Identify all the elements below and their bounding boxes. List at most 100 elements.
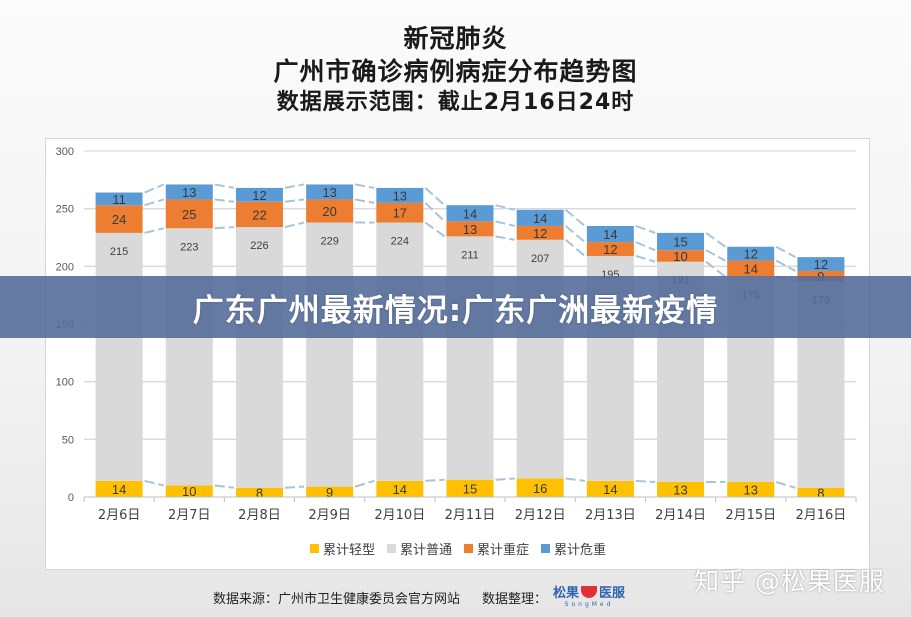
series-connector	[284, 485, 305, 489]
bar-segment	[516, 209, 564, 226]
legend-swatch-critical	[541, 544, 551, 553]
legend-item-common: 累计普通	[387, 539, 452, 558]
data-label: 8	[256, 485, 263, 500]
series-connector	[214, 484, 235, 489]
legend-swatch-mild	[310, 544, 319, 553]
bar-segment	[446, 205, 494, 222]
series-connector	[144, 479, 165, 487]
series-connector	[775, 481, 796, 489]
series-connector	[284, 198, 305, 203]
bar-segment	[235, 187, 283, 202]
series-connector	[214, 226, 235, 230]
series-connector	[495, 204, 515, 211]
logo-subtext: SongMed	[564, 601, 614, 608]
y-tick-label: 0	[68, 492, 74, 504]
data-label: 14	[603, 482, 617, 497]
headline-text: 广东广州最新情况:广东广洲最新疫情	[192, 292, 719, 329]
songmed-logo: 松果 医服 SongMed	[553, 582, 625, 608]
legend-label-mild: 累计轻型	[323, 543, 376, 558]
y-tick-label: 100	[56, 377, 74, 389]
bar-segment	[235, 227, 283, 488]
series-connector	[284, 183, 305, 189]
y-tick-label: 200	[56, 261, 74, 273]
title-line-2: 广州市确诊病例病症分布趋势图	[273, 57, 638, 86]
bar-segment	[235, 487, 283, 497]
data-label: 223	[180, 241, 198, 253]
series-connector	[635, 254, 656, 263]
data-label: 15	[673, 235, 687, 250]
series-connector	[565, 477, 585, 482]
data-label: 12	[533, 226, 547, 241]
y-tick-label: 300	[56, 146, 74, 158]
organizer-label: 数据整理：	[482, 591, 548, 607]
series-connector	[635, 225, 656, 234]
series-connector	[425, 478, 445, 482]
data-label: 20	[322, 204, 336, 219]
bar-segment	[446, 236, 494, 480]
data-label: 226	[250, 240, 268, 252]
data-label: 15	[463, 481, 477, 496]
x-tick-label: 2月16日	[795, 508, 846, 523]
bar-segment	[797, 257, 845, 271]
connector-layer	[144, 183, 796, 489]
bar-segment	[235, 201, 283, 228]
bar-segment	[165, 184, 213, 200]
chart-title-block: 新冠肺炎 广州市确诊病例病症分布趋势图 数据展示范围：截止2月16日24时	[0, 22, 911, 118]
x-tick-label: 2月8日	[238, 508, 281, 523]
series-connector	[284, 221, 305, 229]
series-connector	[635, 479, 656, 484]
bar-segment	[657, 482, 705, 497]
data-label: 12	[252, 188, 266, 203]
y-tick-label: 250	[56, 204, 74, 216]
data-label: 215	[110, 246, 128, 258]
bar-segment	[586, 225, 634, 243]
bar-segment	[306, 184, 354, 200]
bar-segment	[586, 480, 634, 497]
x-tick-label: 2月7日	[168, 508, 211, 523]
x-tick-label: 2月9日	[308, 508, 351, 523]
data-label: 224	[391, 236, 409, 248]
series-connector	[424, 187, 446, 206]
series-connector	[705, 260, 726, 278]
series-connector	[144, 198, 165, 207]
title-line-3: 数据展示范围：截止2月16日24时	[276, 90, 635, 115]
data-label: 13	[182, 185, 196, 200]
bar-segment	[165, 228, 213, 486]
data-label: 10	[673, 249, 687, 264]
data-label: 14	[463, 206, 477, 221]
bar-segment	[516, 225, 564, 240]
series-connector	[214, 183, 235, 189]
chart-legend: 累计轻型 累计普通 累计重症 累计危重	[310, 539, 606, 558]
bar-segment	[95, 480, 143, 497]
data-label: 12	[814, 257, 828, 272]
data-label: 14	[743, 262, 757, 277]
series-connector	[495, 235, 515, 241]
y-tick-label: 50	[62, 434, 74, 446]
bar-segment	[306, 486, 354, 497]
bar-segment	[516, 478, 564, 497]
bar-segment	[306, 199, 354, 223]
bar-segment	[376, 480, 424, 497]
legend-label-severe: 累计重症	[477, 543, 530, 558]
bar-segment	[727, 482, 775, 497]
data-label: 229	[320, 236, 338, 248]
data-label: 12	[603, 242, 617, 257]
series-connector	[495, 477, 515, 481]
legend-swatch-common	[387, 544, 397, 553]
data-label: 14	[393, 482, 407, 497]
logo-text-right: 医服	[599, 586, 626, 601]
bar-segment	[657, 250, 705, 262]
data-label: 13	[743, 483, 757, 498]
data-label: 10	[182, 484, 196, 499]
x-tick-label: 2月12日	[515, 508, 566, 523]
data-label: 9	[326, 485, 333, 500]
pot-icon	[581, 585, 598, 598]
title-line-1: 新冠肺炎	[403, 24, 508, 53]
x-tick-label: 2月15日	[725, 508, 776, 523]
x-tick-label: 2月11日	[445, 508, 496, 523]
bar-segment	[797, 487, 845, 497]
data-label: 24	[112, 212, 126, 227]
legend-item-severe: 累计重症	[464, 539, 529, 558]
bar-segment	[95, 205, 143, 233]
series-connector	[354, 198, 375, 204]
